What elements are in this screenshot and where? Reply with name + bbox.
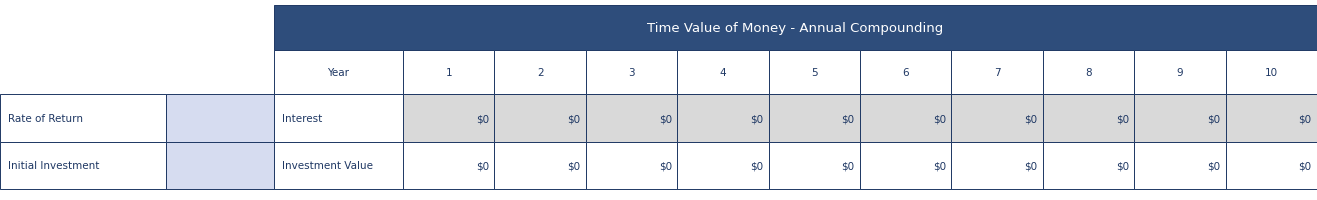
- Text: Investment Value: Investment Value: [282, 161, 373, 170]
- Text: $0: $0: [658, 161, 672, 170]
- Bar: [677, 95, 769, 142]
- Bar: [274, 51, 403, 95]
- Bar: [0, 142, 166, 189]
- Bar: [166, 142, 274, 189]
- Text: 3: 3: [628, 68, 635, 78]
- Text: $0: $0: [1115, 161, 1129, 170]
- Bar: [1226, 51, 1317, 95]
- Text: Interest: Interest: [282, 114, 323, 123]
- Text: $0: $0: [475, 161, 489, 170]
- Bar: [769, 95, 860, 142]
- Bar: [586, 95, 677, 142]
- Bar: [1226, 142, 1317, 189]
- Bar: [1226, 95, 1317, 142]
- Text: $0: $0: [842, 161, 855, 170]
- Bar: [1043, 95, 1134, 142]
- Text: 8: 8: [1085, 68, 1092, 78]
- Bar: [860, 95, 951, 142]
- Text: 6: 6: [902, 68, 909, 78]
- Text: Time Value of Money - Annual Compounding: Time Value of Money - Annual Compounding: [648, 22, 943, 35]
- Text: 7: 7: [994, 68, 1001, 78]
- Text: $0: $0: [1299, 114, 1312, 123]
- Text: 10: 10: [1264, 68, 1277, 78]
- Text: 1: 1: [445, 68, 452, 78]
- Bar: [274, 6, 1317, 51]
- Bar: [677, 142, 769, 189]
- Bar: [951, 95, 1043, 142]
- Bar: [166, 95, 274, 142]
- Text: 4: 4: [719, 68, 726, 78]
- Text: 2: 2: [537, 68, 544, 78]
- Bar: [860, 142, 951, 189]
- Text: $0: $0: [568, 161, 581, 170]
- Bar: [274, 142, 403, 189]
- Bar: [769, 142, 860, 189]
- Text: $0: $0: [1025, 114, 1038, 123]
- Text: $0: $0: [568, 114, 581, 123]
- Bar: [1043, 51, 1134, 95]
- Bar: [1134, 51, 1226, 95]
- Bar: [494, 142, 586, 189]
- Bar: [1134, 142, 1226, 189]
- Text: $0: $0: [751, 161, 764, 170]
- Text: Rate of Return: Rate of Return: [8, 114, 83, 123]
- Bar: [860, 51, 951, 95]
- Text: Initial Investment: Initial Investment: [8, 161, 99, 170]
- Text: $0: $0: [1299, 161, 1312, 170]
- Text: $0: $0: [1115, 114, 1129, 123]
- Text: $0: $0: [658, 114, 672, 123]
- Bar: [494, 51, 586, 95]
- Bar: [1043, 142, 1134, 189]
- Text: $0: $0: [1208, 114, 1221, 123]
- Bar: [769, 51, 860, 95]
- Bar: [951, 51, 1043, 95]
- Text: $0: $0: [1025, 161, 1038, 170]
- Bar: [0, 95, 166, 142]
- Bar: [586, 51, 677, 95]
- Bar: [586, 142, 677, 189]
- Bar: [494, 95, 586, 142]
- Text: $0: $0: [751, 114, 764, 123]
- Text: 5: 5: [811, 68, 818, 78]
- Text: 9: 9: [1176, 68, 1183, 78]
- Text: $0: $0: [475, 114, 489, 123]
- Bar: [274, 95, 403, 142]
- Bar: [403, 95, 494, 142]
- Text: $0: $0: [932, 114, 946, 123]
- Text: $0: $0: [842, 114, 855, 123]
- Text: $0: $0: [1208, 161, 1221, 170]
- Bar: [951, 142, 1043, 189]
- Bar: [677, 51, 769, 95]
- Bar: [1134, 95, 1226, 142]
- Text: $0: $0: [932, 161, 946, 170]
- Bar: [403, 142, 494, 189]
- Bar: [403, 51, 494, 95]
- Text: Year: Year: [328, 68, 349, 78]
